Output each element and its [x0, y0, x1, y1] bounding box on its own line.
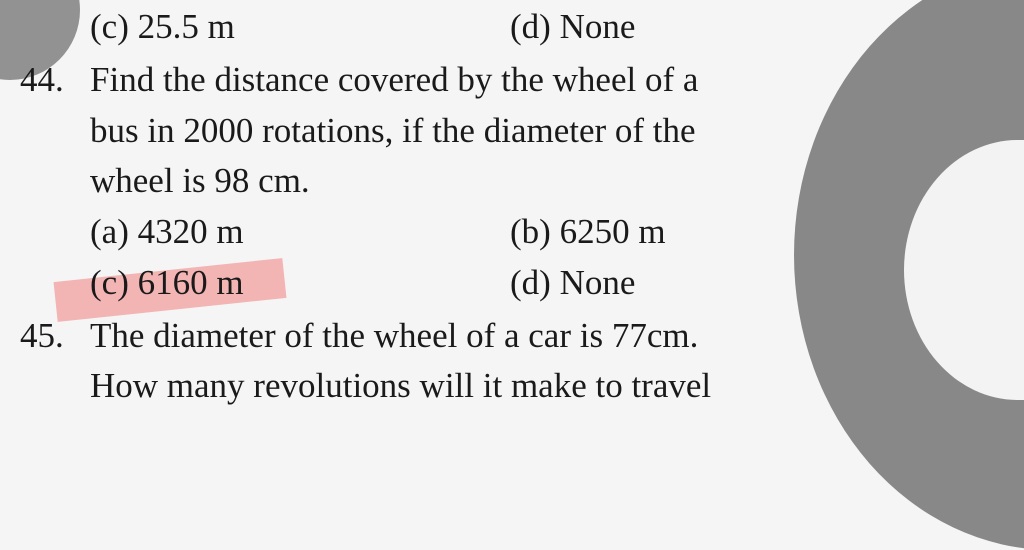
- q44-option-b-label: (b): [510, 212, 551, 251]
- question-45-line1: The diameter of the wheel of a car is 77…: [90, 311, 900, 362]
- option-c-value: 25.5 m: [138, 7, 235, 46]
- q44-option-row-1: (a) 4320 m (b) 6250 m: [90, 207, 1004, 258]
- q44-option-row-2: (c) 6160 m (d) None: [90, 258, 1004, 309]
- option-c: (c) 25.5 m: [90, 2, 510, 53]
- q44-option-c-value: 6160 m: [138, 263, 244, 302]
- question-45-number: 45.: [20, 311, 90, 413]
- question-44-line2: bus in 2000 rotations, if the diameter o…: [90, 106, 900, 157]
- question-45: 45. The diameter of the wheel of a car i…: [20, 311, 1004, 413]
- q44-option-c-label: (c): [90, 263, 129, 302]
- question-45-line2: How many revolutions will it make to tra…: [90, 361, 900, 412]
- option-d-value: None: [560, 7, 636, 46]
- option-c-label: (c): [90, 7, 129, 46]
- q44-option-b: (b) 6250 m: [510, 207, 830, 258]
- option-d-label: (d): [510, 7, 551, 46]
- option-d: (d) None: [510, 2, 830, 53]
- q44-option-a-value: 4320 m: [138, 212, 244, 251]
- question-44: 44. Find the distance covered by the whe…: [20, 55, 1004, 207]
- q44-option-a-label: (a): [90, 212, 129, 251]
- document-content: (c) 25.5 m (d) None 44. Find the distanc…: [0, 0, 1024, 412]
- prev-question-option-row: (c) 25.5 m (d) None: [90, 2, 1004, 53]
- question-45-text: The diameter of the wheel of a car is 77…: [90, 311, 900, 413]
- question-44-line1: Find the distance covered by the wheel o…: [90, 55, 900, 106]
- question-44-number: 44.: [20, 55, 90, 207]
- q44-option-b-value: 6250 m: [560, 212, 666, 251]
- question-44-text: Find the distance covered by the wheel o…: [90, 55, 900, 207]
- question-44-line3: wheel is 98 cm.: [90, 156, 900, 207]
- q44-option-d-label: (d): [510, 263, 551, 302]
- q44-option-d-value: None: [560, 263, 636, 302]
- q44-option-a: (a) 4320 m: [90, 207, 510, 258]
- q44-option-d: (d) None: [510, 258, 830, 309]
- q44-option-c: (c) 6160 m: [90, 258, 510, 309]
